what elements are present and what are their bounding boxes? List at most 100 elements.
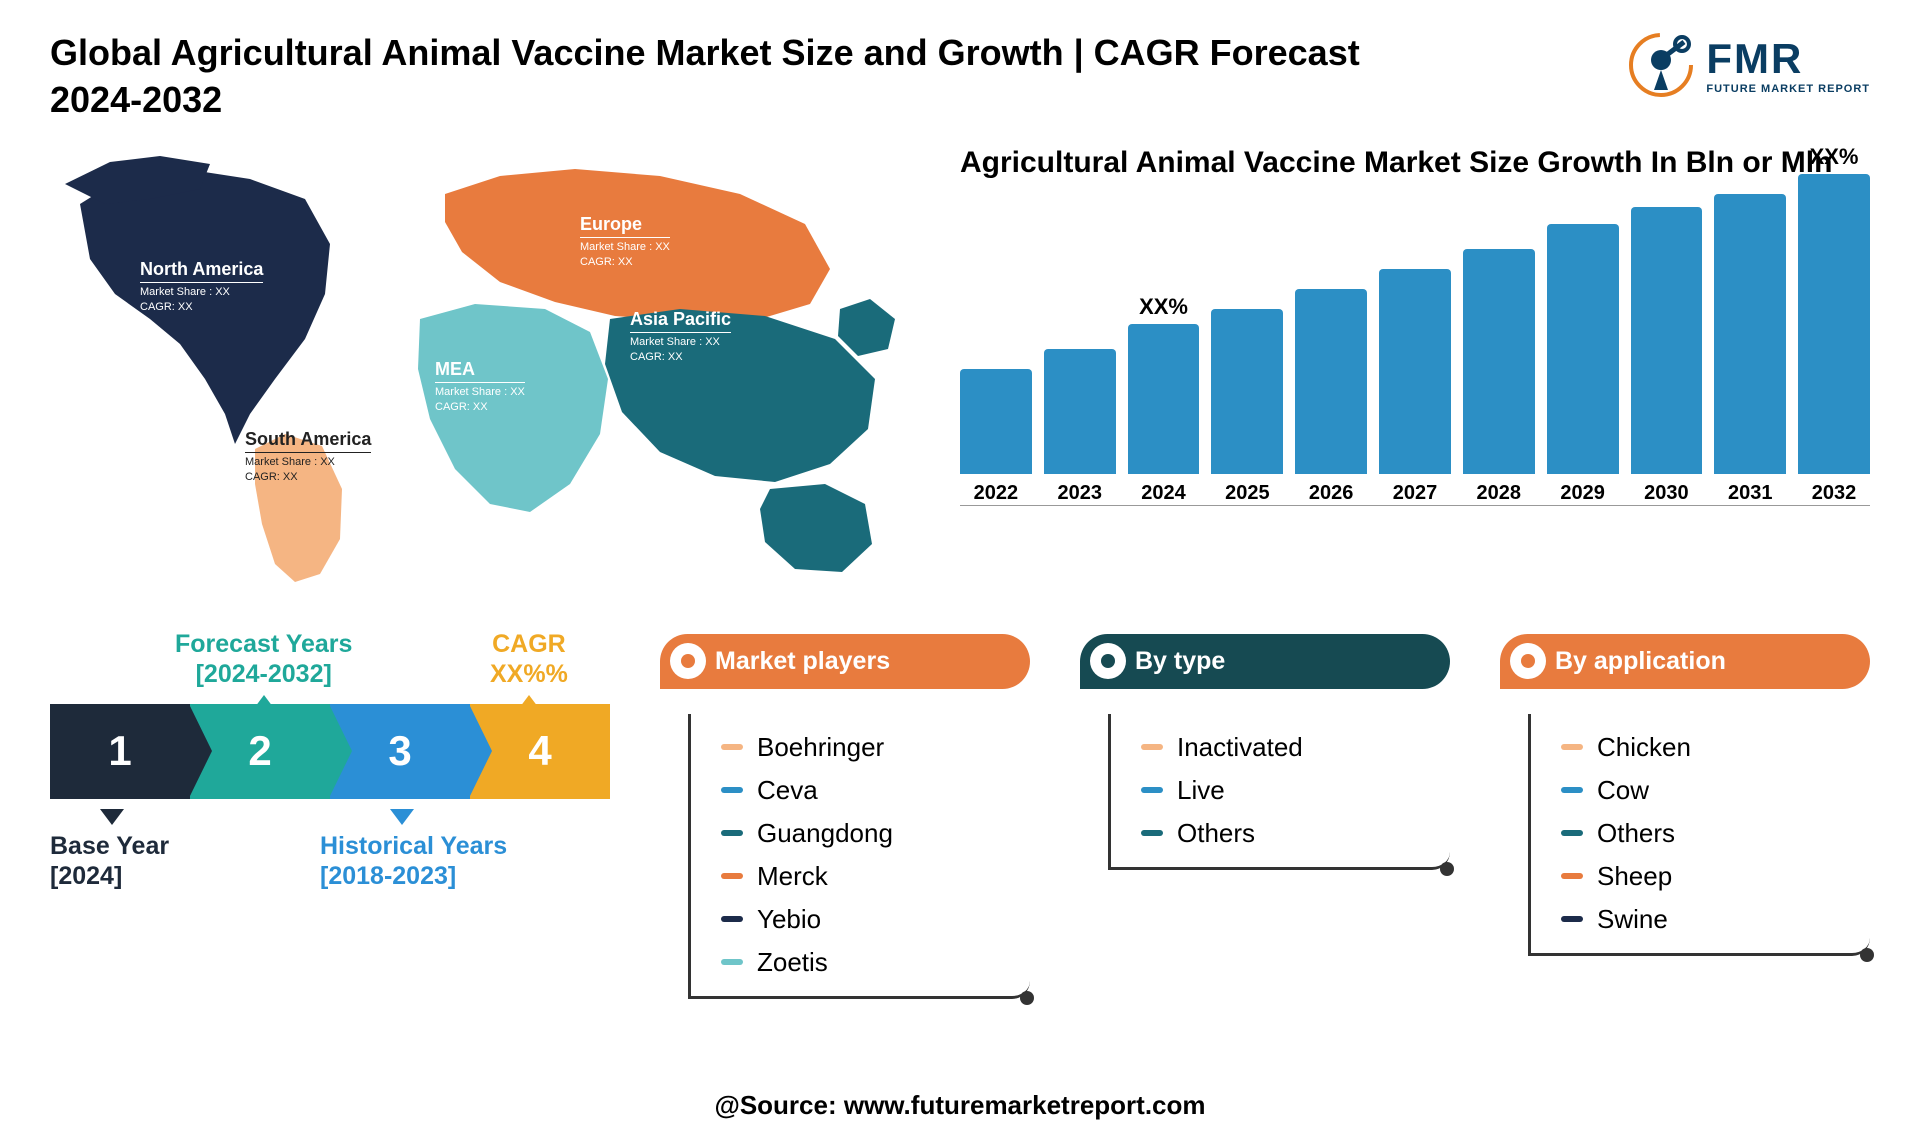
bar [960, 369, 1032, 474]
region-north-america: North America Market Share : XX CAGR: XX [140, 259, 263, 313]
bar [1044, 349, 1116, 474]
bar [1714, 194, 1786, 474]
item-marker [1561, 744, 1583, 750]
segment-item: Zoetis [721, 941, 1030, 984]
segment-header: By application [1500, 634, 1870, 689]
bar [1128, 324, 1200, 474]
bar-2031: 2031 [1714, 194, 1786, 505]
bar-label: 2024 [1141, 482, 1186, 505]
segment-item: Chicken [1561, 726, 1870, 769]
item-label: Sheep [1597, 861, 1672, 892]
bar-label: 2031 [1728, 482, 1773, 505]
lower-section: Forecast Years [2024-2032] CAGR XX%% 123… [50, 634, 1870, 999]
cagr-label: CAGR XX%% [490, 629, 568, 711]
header: Global Agricultural Animal Vaccine Marke… [50, 30, 1870, 124]
historical-label: Historical Years [2018-2023] [320, 809, 507, 891]
item-marker [1141, 787, 1163, 793]
bar-2029: 2029 [1547, 224, 1619, 505]
bar-label: 2025 [1225, 482, 1270, 505]
segment-item: Yebio [721, 898, 1030, 941]
timeline: Forecast Years [2024-2032] CAGR XX%% 123… [50, 634, 610, 799]
segment-item: Live [1141, 769, 1450, 812]
bar-annotation: XX% [1810, 144, 1859, 170]
base-label: Base Year [2024] [50, 809, 169, 891]
bar [1631, 207, 1703, 474]
chart-title: Agricultural Animal Vaccine Market Size … [960, 144, 1870, 182]
segment-item: Swine [1561, 898, 1870, 941]
triangle-down-icon [100, 809, 124, 825]
item-marker [721, 787, 743, 793]
bar-label: 2032 [1812, 482, 1857, 505]
item-label: Swine [1597, 904, 1668, 935]
segment-item: Others [1561, 812, 1870, 855]
segment-header: Market players [660, 634, 1030, 689]
world-map: North America Market Share : XX CAGR: XX… [50, 144, 920, 584]
item-marker [721, 959, 743, 965]
segment-item: Inactivated [1141, 726, 1450, 769]
segment-item: Cow [1561, 769, 1870, 812]
bar [1211, 309, 1283, 474]
region-europe: Europe Market Share : XX CAGR: XX [580, 214, 670, 268]
item-marker [1561, 830, 1583, 836]
bar-label: 2026 [1309, 482, 1354, 505]
segment-list: Chicken Cow Others Sheep Swine [1528, 714, 1870, 956]
item-label: Cow [1597, 775, 1649, 806]
bar-label: 2029 [1560, 482, 1605, 505]
segment-by-type: By type Inactivated Live Others [1080, 634, 1450, 870]
bars-container: 2022 2023 XX% 2024 2025 2026 2027 2028 20… [960, 206, 1870, 506]
source-attribution: @Source: www.futuremarketreport.com [714, 1090, 1205, 1121]
item-marker [1561, 916, 1583, 922]
bar [1547, 224, 1619, 474]
bar-label: 2022 [974, 482, 1019, 505]
segment-item: Sheep [1561, 855, 1870, 898]
segment-by-application: By application Chicken Cow Others Sheep … [1500, 634, 1870, 956]
item-label: Zoetis [757, 947, 828, 978]
bar-2025: 2025 [1211, 309, 1283, 505]
item-label: Merck [757, 861, 828, 892]
page-title: Global Agricultural Animal Vaccine Marke… [50, 30, 1450, 124]
item-label: Ceva [757, 775, 818, 806]
item-marker [1141, 744, 1163, 750]
timeline-cell-1: 1 [50, 704, 190, 799]
logo-text: FMR FUTURE MARKET REPORT [1706, 35, 1870, 95]
item-label: Boehringer [757, 732, 884, 763]
forecast-label: Forecast Years [2024-2032] [175, 629, 352, 711]
segment-list: Inactivated Live Others [1108, 714, 1450, 870]
bar-2028: 2028 [1463, 249, 1535, 505]
bar-annotation: XX% [1139, 294, 1188, 320]
bar [1295, 289, 1367, 474]
item-label: Others [1597, 818, 1675, 849]
bar-label: 2030 [1644, 482, 1689, 505]
bar [1463, 249, 1535, 474]
segment-item: Others [1141, 812, 1450, 855]
bar-label: 2023 [1057, 482, 1102, 505]
logo-main: FMR [1706, 35, 1870, 83]
segment-item: Merck [721, 855, 1030, 898]
region-mea: MEA Market Share : XX CAGR: XX [435, 359, 525, 413]
bar-chart: Agricultural Animal Vaccine Market Size … [960, 144, 1870, 584]
bar-label: 2027 [1393, 482, 1438, 505]
bar-2030: 2030 [1631, 207, 1703, 505]
item-marker [721, 830, 743, 836]
segment-header: By type [1080, 634, 1450, 689]
timeline-row: 1234 [50, 704, 610, 799]
bar-2023: 2023 [1044, 349, 1116, 505]
item-marker [721, 916, 743, 922]
segment-list: Boehringer Ceva Guangdong Merck Yebio Zo… [688, 714, 1030, 999]
item-label: Guangdong [757, 818, 893, 849]
bar-2022: 2022 [960, 369, 1032, 505]
region-asia-pacific: Asia Pacific Market Share : XX CAGR: XX [630, 309, 731, 363]
logo-sub: FUTURE MARKET REPORT [1706, 83, 1870, 95]
logo-icon [1626, 30, 1696, 100]
item-marker [721, 873, 743, 879]
bar-label: 2028 [1477, 482, 1522, 505]
item-marker [1141, 830, 1163, 836]
item-label: Chicken [1597, 732, 1691, 763]
bar-2027: 2027 [1379, 269, 1451, 505]
segment-item: Boehringer [721, 726, 1030, 769]
bar-2026: 2026 [1295, 289, 1367, 505]
segment-market-players: Market players Boehringer Ceva Guangdong… [660, 634, 1030, 999]
segment-item: Ceva [721, 769, 1030, 812]
item-marker [721, 744, 743, 750]
triangle-down-icon [390, 809, 414, 825]
